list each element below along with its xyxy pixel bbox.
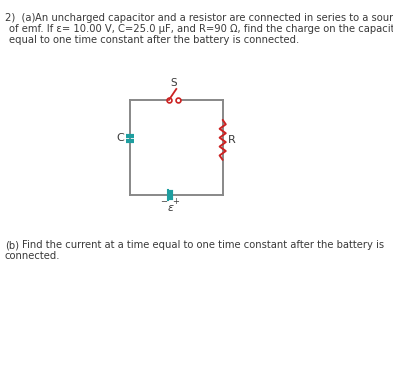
Text: S: S xyxy=(170,78,176,88)
Text: 2)  (a): 2) (a) xyxy=(5,13,35,23)
Text: of emf. If ε= 10.00 V, C=25.0 μF, and R=90 Ω, find the charge on the capacitor a: of emf. If ε= 10.00 V, C=25.0 μF, and R=… xyxy=(9,24,393,34)
Text: An uncharged capacitor and a resistor are connected in series to a source: An uncharged capacitor and a resistor ar… xyxy=(35,13,393,23)
Text: Find the current at a time equal to one time constant after the battery is: Find the current at a time equal to one … xyxy=(22,240,384,250)
Text: +: + xyxy=(172,197,179,206)
Text: C: C xyxy=(116,133,124,143)
Text: R: R xyxy=(228,135,235,145)
Text: equal to one time constant after the battery is connected.: equal to one time constant after the bat… xyxy=(9,35,299,45)
Text: (b): (b) xyxy=(5,240,19,250)
Text: −: − xyxy=(160,197,167,206)
Text: ε: ε xyxy=(167,203,173,213)
Text: connected.: connected. xyxy=(5,251,61,261)
